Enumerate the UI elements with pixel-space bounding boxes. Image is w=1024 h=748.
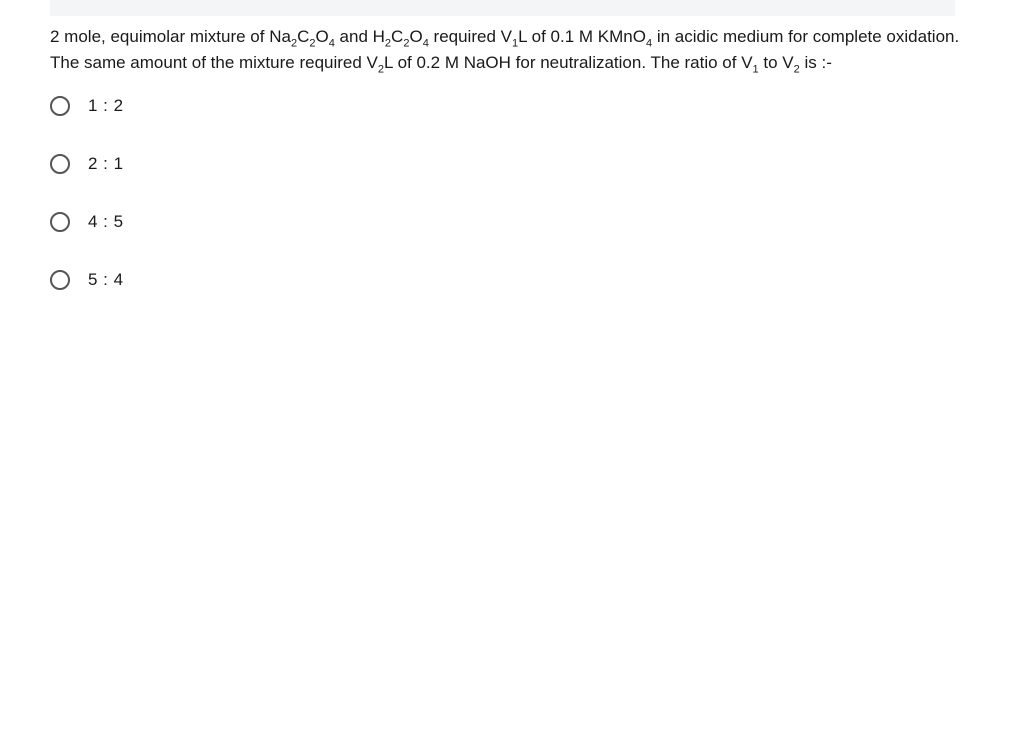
option-label: 5 : 4 bbox=[88, 270, 124, 290]
radio-icon[interactable] bbox=[50, 270, 70, 290]
subscript: 2 bbox=[378, 63, 384, 75]
option-row[interactable]: 2 : 1 bbox=[50, 154, 124, 174]
subscript: 4 bbox=[329, 37, 335, 49]
option-row[interactable]: 4 : 5 bbox=[50, 212, 124, 232]
option-label: 4 : 5 bbox=[88, 212, 124, 232]
subscript: 2 bbox=[794, 63, 800, 75]
option-row[interactable]: 1 : 2 bbox=[50, 96, 124, 116]
radio-icon[interactable] bbox=[50, 96, 70, 116]
subscript: 1 bbox=[753, 63, 759, 75]
option-label: 1 : 2 bbox=[88, 96, 124, 116]
subscript: 2 bbox=[309, 37, 315, 49]
subscript: 2 bbox=[291, 37, 297, 49]
page: 2 mole, equimolar mixture of Na2C2O4 and… bbox=[0, 0, 1024, 748]
option-row[interactable]: 5 : 4 bbox=[50, 270, 124, 290]
subscript: 2 bbox=[403, 37, 409, 49]
subscript: 2 bbox=[385, 37, 391, 49]
options-list: 1 : 2 2 : 1 4 : 5 5 : 4 bbox=[50, 96, 124, 328]
top-highlight-bar bbox=[50, 0, 955, 16]
subscript: 4 bbox=[646, 37, 652, 49]
option-label: 2 : 1 bbox=[88, 154, 124, 174]
radio-icon[interactable] bbox=[50, 212, 70, 232]
question-text: 2 mole, equimolar mixture of Na2C2O4 and… bbox=[50, 24, 980, 76]
subscript: 1 bbox=[512, 37, 518, 49]
radio-icon[interactable] bbox=[50, 154, 70, 174]
subscript: 4 bbox=[423, 37, 429, 49]
question-block: 2 mole, equimolar mixture of Na2C2O4 and… bbox=[50, 24, 980, 76]
